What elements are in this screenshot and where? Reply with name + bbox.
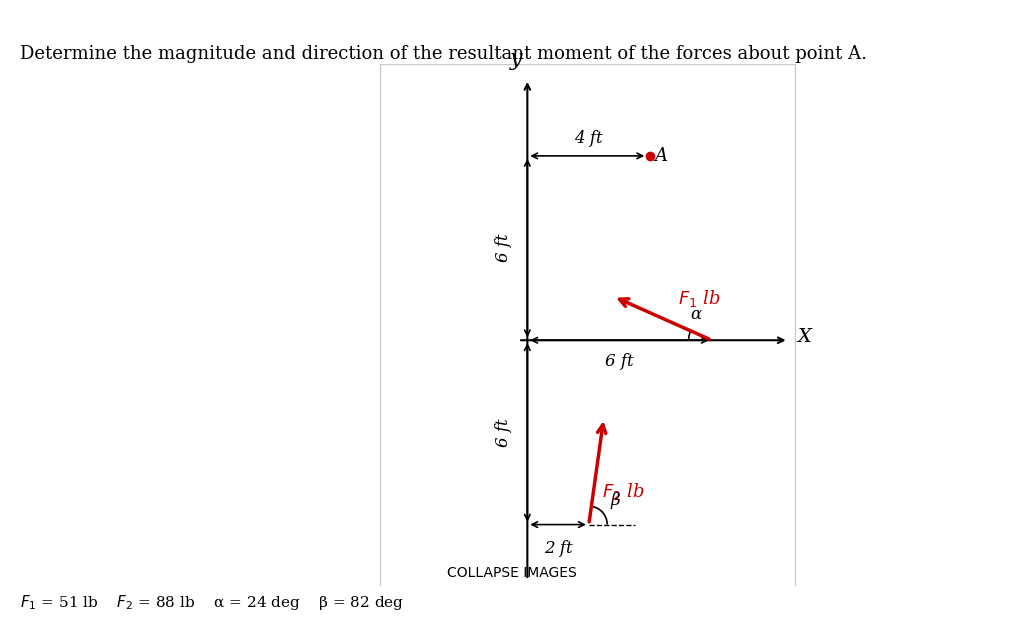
FancyBboxPatch shape [380,64,795,601]
Text: X: X [798,328,812,346]
Text: $F_1$ lb: $F_1$ lb [678,288,721,309]
Text: α: α [691,306,702,324]
Text: 6 ft: 6 ft [495,234,512,262]
Text: COLLAPSE IMAGES: COLLAPSE IMAGES [447,566,577,580]
Text: 6 ft: 6 ft [605,352,634,369]
Text: 6 ft: 6 ft [495,418,512,447]
Text: A: A [655,147,668,165]
Text: Determine the magnitude and direction of the resultant moment of the forces abou: Determine the magnitude and direction of… [20,45,867,62]
Text: 2 ft: 2 ft [544,540,572,557]
Text: 4 ft: 4 ft [574,130,603,147]
Text: $F_1$ = 51 lb    $F_2$ = 88 lb    α = 24 deg    β = 82 deg: $F_1$ = 51 lb $F_2$ = 88 lb α = 24 deg β… [20,592,404,612]
Text: $F_2$ lb: $F_2$ lb [602,480,645,501]
Text: y: y [510,48,523,70]
Text: β: β [610,492,620,509]
